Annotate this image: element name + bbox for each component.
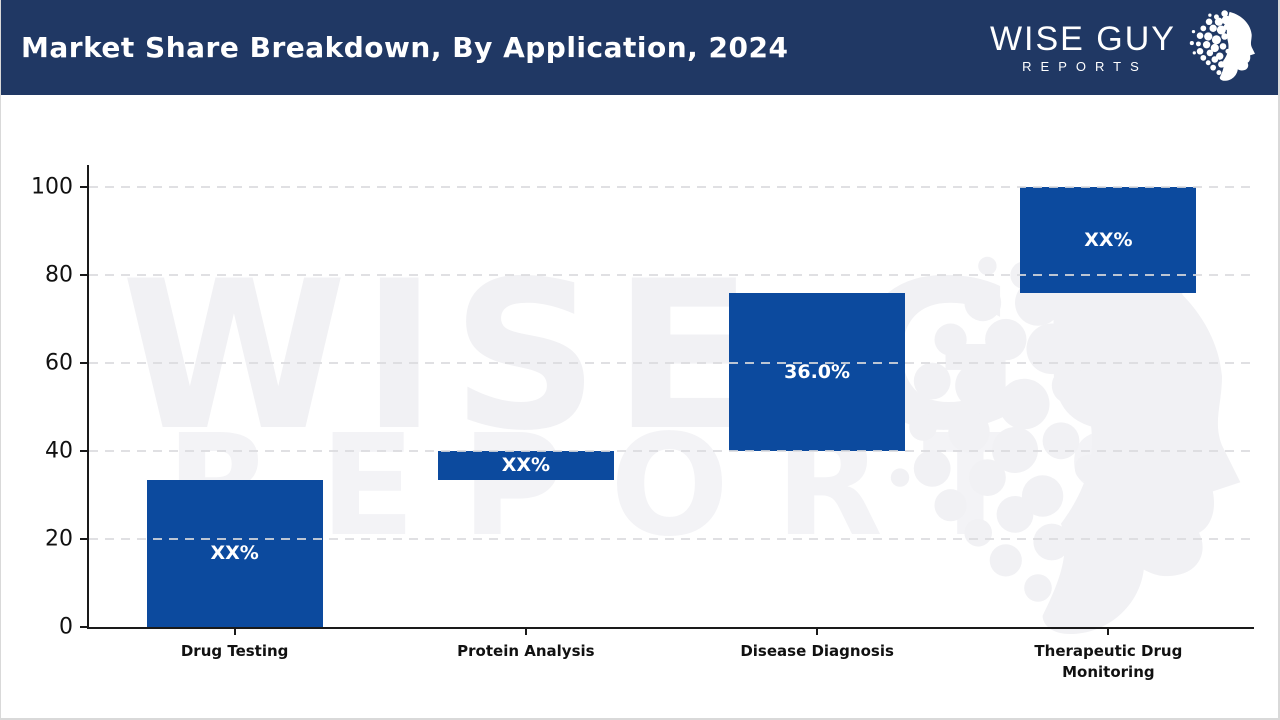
bar-value-label: XX% xyxy=(501,454,551,477)
bar-value-label: XX% xyxy=(1084,228,1133,251)
gridline-60 xyxy=(89,362,1254,364)
y-tick-label-20: 20 xyxy=(45,526,73,552)
x-tick-protein-analysis xyxy=(524,627,527,635)
x-category-label-protein-analysis: Protein Analysis xyxy=(457,642,595,660)
y-tick-60 xyxy=(80,362,89,364)
bar-disease-diagnosis: 36.0% xyxy=(729,292,906,451)
header-bar: Market Share Breakdown, By Application, … xyxy=(1,0,1278,95)
chart-region: WISE GU REPORTS 0 20 40 60 80 100 XX% Drug Test… xyxy=(1,95,1278,718)
x-tick-disease-diagnosis xyxy=(816,627,819,635)
x-category-label-disease-diagnosis: Disease Diagnosis xyxy=(740,642,894,660)
y-tick-label-100: 100 xyxy=(31,174,73,200)
y-tick-80 xyxy=(80,274,89,276)
wise-guy-logo: WISE GUY REPORTS xyxy=(990,7,1264,89)
bar-drug-testing: XX% xyxy=(146,479,323,627)
bar-value-label: 36.0% xyxy=(784,360,851,383)
y-tick-40 xyxy=(80,450,89,452)
y-axis-spine xyxy=(87,165,89,627)
x-category-label-therapeutic-drug-monitoring: Therapeutic Drug Monitoring xyxy=(1034,642,1183,681)
plot-area: 0 20 40 60 80 100 XX% Drug Testing XX% Protein An… xyxy=(31,165,1254,681)
gridline-100 xyxy=(89,186,1254,188)
logo-face-icon xyxy=(1182,7,1264,89)
bar-therapeutic-drug-monitoring: XX% xyxy=(1020,187,1197,293)
y-tick-100 xyxy=(80,186,89,188)
y-tick-label-80: 80 xyxy=(45,262,73,288)
logo-text: WISE GUY REPORTS xyxy=(990,22,1176,73)
y-tick-20 xyxy=(80,537,89,540)
gridline-40 xyxy=(89,450,1254,452)
y-tick-label-60: 60 xyxy=(45,350,73,376)
page-title: Market Share Breakdown, By Application, … xyxy=(21,31,789,64)
x-tick-drug-testing xyxy=(233,627,236,635)
bar-protein-analysis: XX% xyxy=(437,451,614,480)
x-category-label-drug-testing: Drug Testing xyxy=(180,642,289,660)
bar-value-label: XX% xyxy=(210,542,259,565)
y-tick-label-0: 0 xyxy=(59,614,73,640)
logo-subtitle: REPORTS xyxy=(1022,59,1148,74)
x-axis-spine xyxy=(87,626,1254,629)
y-tick-0 xyxy=(80,626,89,628)
x-tick-therapeutic-drug-monitoring xyxy=(1107,627,1110,635)
logo-wordmark: WISE GUY xyxy=(989,20,1176,58)
y-tick-label-40: 40 xyxy=(45,438,73,464)
gridline-80 xyxy=(89,274,1254,276)
gridline-20 xyxy=(89,537,1254,540)
